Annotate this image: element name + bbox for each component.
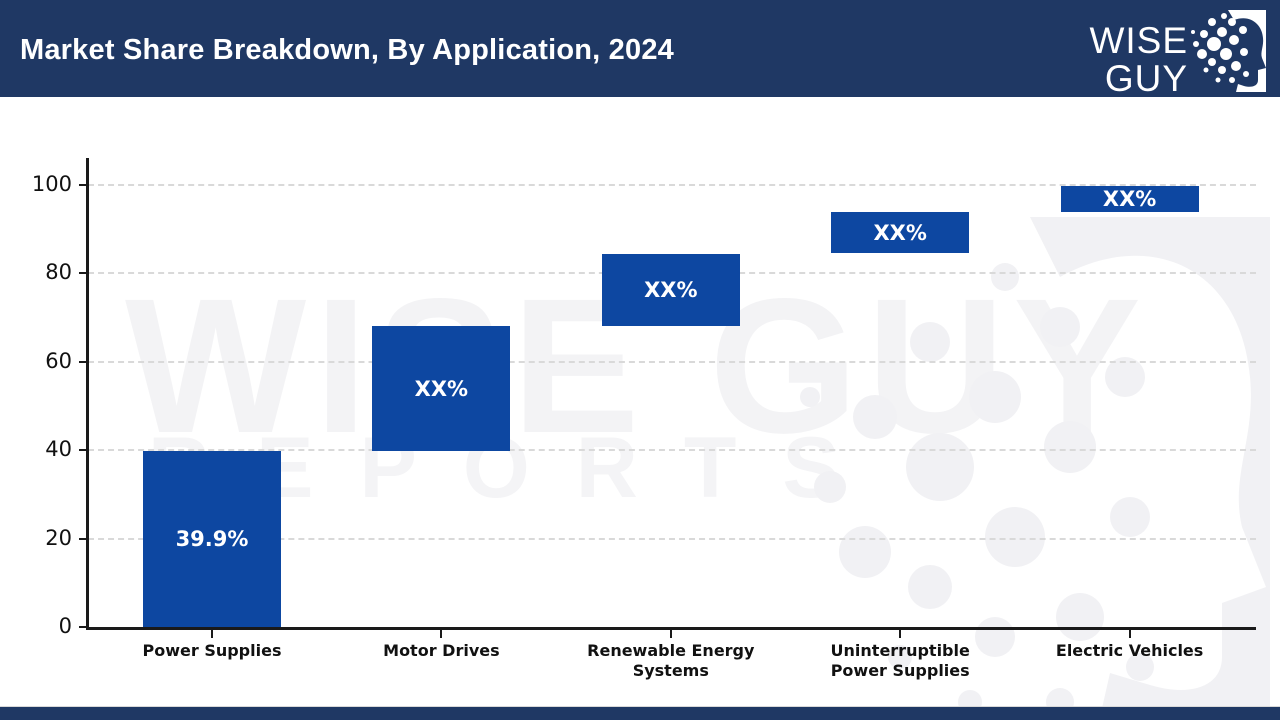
y-tick-label-40: 40: [45, 437, 72, 462]
gridline-20: [88, 537, 1256, 540]
x-axis-line: [86, 627, 1256, 630]
bar-value-label-electric-vehicles: XX%: [1102, 187, 1157, 212]
y-tick-label-80: 80: [45, 260, 72, 285]
header-bar: Market Share Breakdown, By Application, …: [0, 0, 1280, 115]
y-tick-label-0: 0: [58, 614, 72, 638]
bar-uninterruptible-power-supplies: XX%: [831, 212, 970, 254]
x-tick-mark-renewable-energy-systems: [669, 629, 672, 638]
x-tick-label-uninterruptible-power-supplies: Uninterruptible Power Supplies: [830, 641, 970, 680]
logo-wordmark: WISE GUY: [1089, 20, 1188, 99]
bar-renewable-energy-systems: XX%: [601, 253, 740, 327]
wise-guy-reports-logo: WISE GUY REPORTS: [1016, 8, 1266, 115]
x-tick-mark-electric-vehicles: [1128, 629, 1131, 638]
x-tick-mark-uninterruptible-power-supplies: [899, 629, 902, 638]
y-tick-mark-100: [79, 184, 88, 186]
footer-divider: [0, 706, 1280, 707]
x-tick-mark-power-supplies: [211, 629, 213, 638]
y-axis-line: [86, 158, 89, 629]
x-tick-label-motor-drives: Motor Drives: [383, 641, 500, 660]
bar-motor-drives: XX%: [372, 326, 511, 451]
y-tick-label-20: 20: [45, 525, 72, 550]
x-tick-label-power-supplies: Power Supplies: [142, 641, 282, 660]
gridline-100: [88, 184, 1256, 186]
page-title: Market Share Breakdown, By Application, …: [20, 34, 674, 66]
y-tick-mark-20: [79, 537, 88, 540]
gridline-40: [88, 449, 1256, 452]
gridline-60: [88, 360, 1256, 363]
dotted-head-icon: [1191, 10, 1266, 92]
y-tick-label-100: 100: [31, 172, 72, 196]
bar-value-label-uninterruptible-power-supplies: XX%: [873, 220, 927, 245]
y-tick-mark-80: [79, 272, 88, 275]
y-tick-mark-60: [79, 360, 88, 363]
y-tick-mark-40: [79, 449, 88, 452]
x-tick-label-renewable-energy-systems: Renewable Energy Systems: [587, 641, 755, 680]
x-tick-mark-motor-drives: [440, 629, 443, 638]
bar-value-label-motor-drives: XX%: [414, 376, 469, 401]
bar-power-supplies: 39.9%: [143, 450, 281, 627]
y-tick-label-60: 60: [45, 348, 72, 373]
bar-value-label-renewable-energy-systems: XX%: [644, 277, 698, 302]
chart-area: WISE GUY REPORTS 0 20 40 60 80 100 39.9% Power …: [0, 97, 1280, 707]
footer-bar: [0, 707, 1280, 720]
bar-electric-vehicles: XX%: [1060, 186, 1199, 213]
x-tick-label-electric-vehicles: Electric Vehicles: [1055, 641, 1204, 660]
bar-value-label-power-supplies: 39.9%: [175, 526, 249, 551]
y-tick-mark-0: [79, 626, 88, 628]
